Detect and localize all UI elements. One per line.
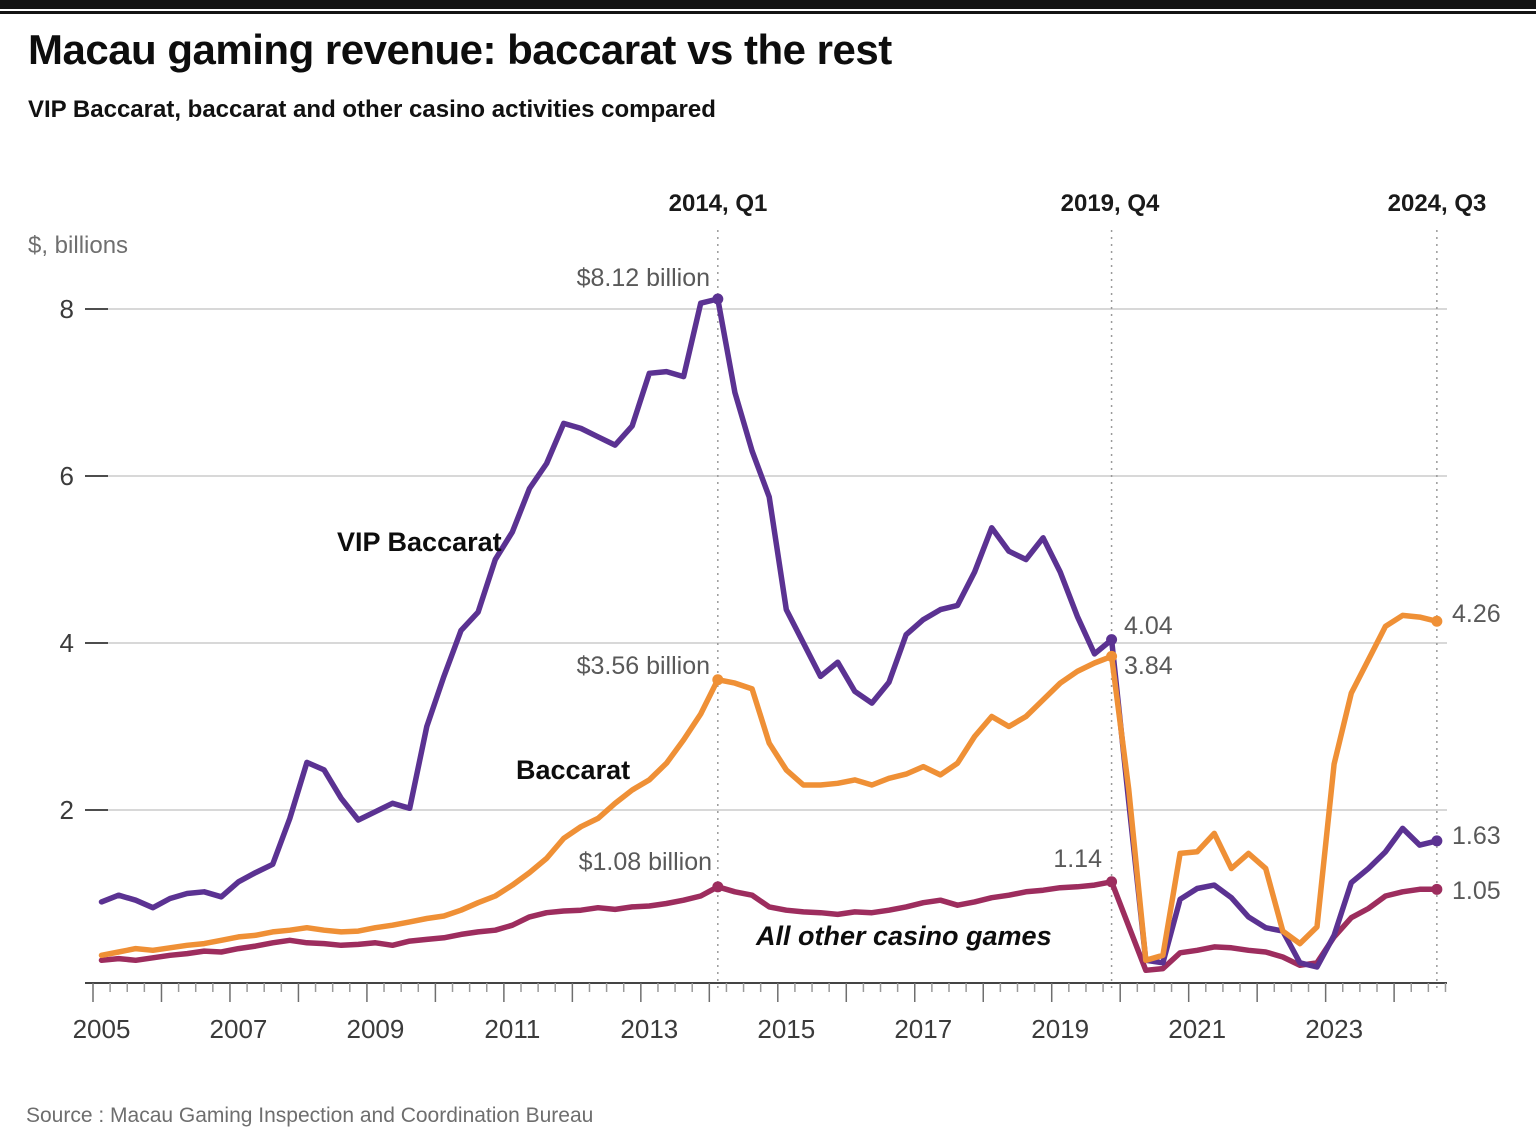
series-line-all-other-casino-games	[98, 879, 1440, 974]
x-tick-label: 2011	[484, 1014, 540, 1044]
data-point-marker-baccarat	[712, 674, 724, 686]
x-tick-label: 2015	[757, 1014, 815, 1044]
callout-other-2014: $1.08 billion	[578, 848, 712, 876]
data-point-marker-baccarat	[1106, 650, 1118, 662]
series-label-vip-baccarat: VIP Baccarat	[337, 527, 502, 557]
y-tick-label: 4	[60, 628, 74, 658]
data-point-marker-vip-baccarat	[712, 293, 724, 305]
x-tick-label: 2019	[1031, 1014, 1089, 1044]
vline-label-2014-q1: 2014, Q1	[668, 190, 768, 217]
data-point-marker-baccarat	[1431, 615, 1443, 627]
callout-vip-2024: 1.63	[1452, 822, 1501, 850]
data-point-marker-vip-baccarat	[1106, 634, 1118, 646]
x-tick-label: 2005	[73, 1014, 131, 1044]
callout-baccarat-2014: $3.56 billion	[576, 652, 710, 680]
callout-baccarat-2019: 3.84	[1124, 652, 1173, 680]
data-point-marker-all-other-casino-games	[1106, 876, 1118, 888]
x-tick-label: 2023	[1305, 1014, 1363, 1044]
callout-baccarat-2024: 4.26	[1452, 600, 1501, 628]
x-tick-label: 2013	[620, 1014, 678, 1044]
data-point-marker-vip-baccarat	[1431, 835, 1443, 847]
page-subtitle: VIP Baccarat, baccarat and other casino …	[28, 96, 716, 123]
x-tick-label: 2021	[1168, 1014, 1226, 1044]
series-line-vip-baccarat	[98, 296, 1440, 970]
series-label-other-games: All other casino games	[756, 921, 1052, 951]
series-label-baccarat: Baccarat	[516, 755, 631, 785]
page-title: Macau gaming revenue: baccarat vs the re…	[28, 26, 892, 73]
callout-other-2024: 1.05	[1452, 877, 1501, 905]
callout-other-2019: 1.14	[1053, 845, 1102, 873]
data-point-marker-all-other-casino-games	[712, 881, 724, 893]
y-tick-label: 8	[60, 294, 74, 324]
callout-vip-peak-2014: $8.12 billion	[576, 264, 710, 292]
source-credit: Source : Macau Gaming Inspection and Coo…	[26, 1104, 594, 1127]
callout-vip-2019: 4.04	[1124, 612, 1173, 640]
top-accent-bar	[0, 0, 1536, 9]
top-accent-line	[0, 11, 1536, 14]
y-tick-label: 6	[60, 461, 74, 491]
vline-label-2019-q4: 2019, Q4	[1060, 190, 1160, 217]
x-tick-label: 2017	[894, 1014, 952, 1044]
data-point-marker-all-other-casino-games	[1431, 883, 1443, 895]
vline-label-2024-q3: 2024, Q3	[1387, 190, 1487, 217]
y-axis-unit-label: $, billions	[28, 232, 129, 259]
y-tick-label: 2	[60, 795, 74, 825]
x-tick-label: 2009	[346, 1014, 404, 1044]
x-tick-label: 2007	[210, 1014, 268, 1044]
series-line-baccarat	[98, 612, 1440, 964]
